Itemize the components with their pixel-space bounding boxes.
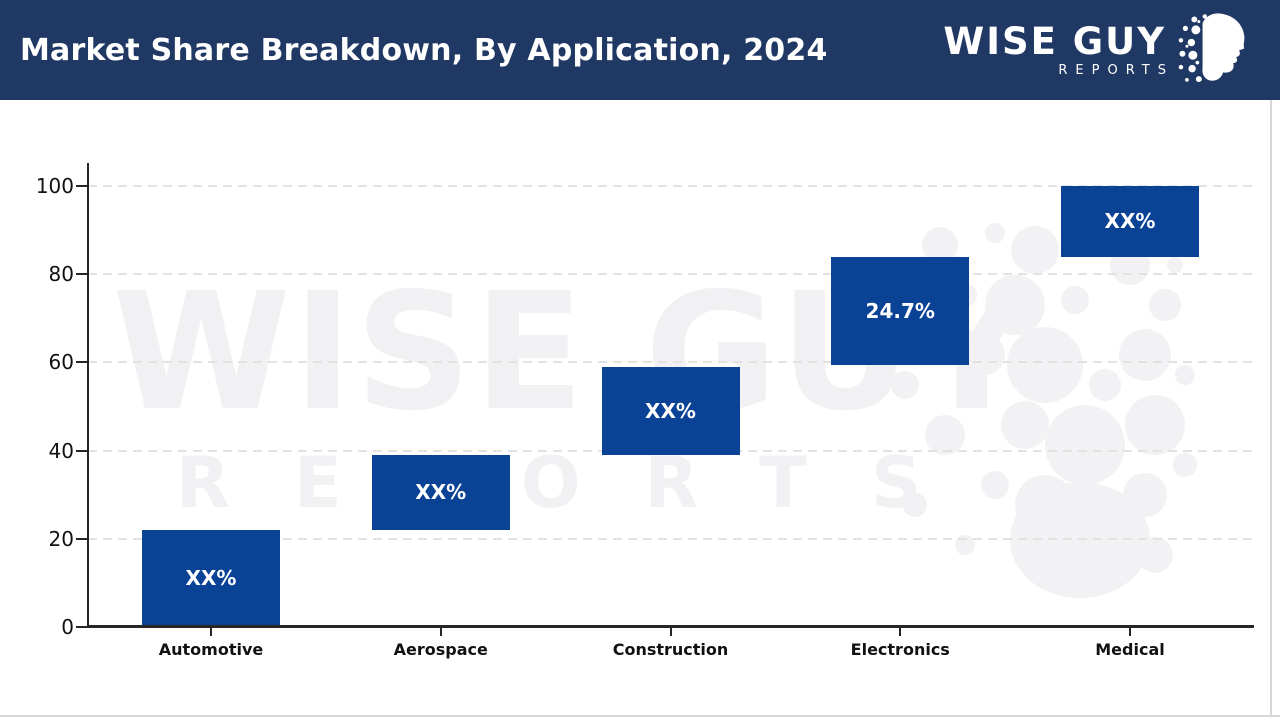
bar-electronics: 24.7% bbox=[831, 256, 970, 366]
bar-value-label: XX% bbox=[185, 566, 237, 591]
gridline-20 bbox=[88, 537, 1253, 540]
right-border bbox=[1270, 100, 1272, 717]
x-tick-mark bbox=[439, 628, 442, 636]
x-tick-mark bbox=[210, 628, 212, 636]
watermark-subtext: REPORTS bbox=[176, 442, 986, 524]
x-tick-mark bbox=[899, 628, 902, 636]
gridline-100 bbox=[88, 185, 1253, 187]
bar-value-label: XX% bbox=[1104, 209, 1156, 234]
gridline-80 bbox=[88, 273, 1253, 276]
bar-aerospace: XX% bbox=[371, 455, 510, 530]
y-tick-label: 60 bbox=[48, 350, 74, 375]
bar-value-label: 24.7% bbox=[865, 299, 935, 323]
y-tick-label: 0 bbox=[61, 615, 74, 639]
y-tick-label: 100 bbox=[35, 174, 74, 198]
bottom-border bbox=[0, 715, 1280, 717]
x-tick-mark bbox=[669, 628, 672, 636]
y-tick-mark bbox=[76, 273, 88, 276]
x-tick-label-electronics: Electronics bbox=[850, 640, 950, 659]
y-tick-mark bbox=[76, 361, 88, 364]
y-tick-label: 80 bbox=[48, 262, 74, 287]
y-tick-label: 20 bbox=[48, 526, 74, 551]
y-tick-mark bbox=[76, 449, 88, 452]
x-tick-mark bbox=[1129, 628, 1131, 636]
y-axis-line bbox=[87, 163, 89, 628]
gridline-60 bbox=[88, 361, 1253, 364]
bar-value-label: XX% bbox=[415, 480, 467, 505]
y-tick-mark bbox=[76, 537, 88, 540]
x-tick-label-automotive: Automotive bbox=[158, 640, 264, 659]
y-tick-label: 40 bbox=[48, 438, 74, 463]
bar-construction: XX% bbox=[601, 366, 740, 455]
x-axis-line bbox=[87, 625, 1254, 628]
page-title: Market Share Breakdown, By Application, … bbox=[20, 32, 828, 68]
bar-medical: XX% bbox=[1061, 186, 1199, 257]
x-tick-label-construction: Construction bbox=[612, 640, 729, 659]
x-tick-label-medical: Medical bbox=[1095, 640, 1165, 659]
logo-subtext: REPORTS bbox=[1058, 62, 1174, 78]
bar-automotive: XX% bbox=[142, 529, 280, 627]
y-tick-mark bbox=[76, 185, 88, 187]
wise-guy-logo: WISE GUY REPORTS bbox=[943, 7, 1254, 93]
header: Market Share Breakdown, By Application, … bbox=[0, 0, 1280, 100]
logo-face-icon bbox=[1178, 13, 1245, 83]
bar-value-label: XX% bbox=[645, 398, 696, 423]
logo-wordmark: WISE GUY bbox=[943, 19, 1166, 63]
y-tick-mark bbox=[76, 626, 88, 628]
logo-text: WISE GUY REPORTS bbox=[943, 23, 1166, 78]
x-tick-label-aerospace: Aerospace bbox=[393, 640, 488, 659]
